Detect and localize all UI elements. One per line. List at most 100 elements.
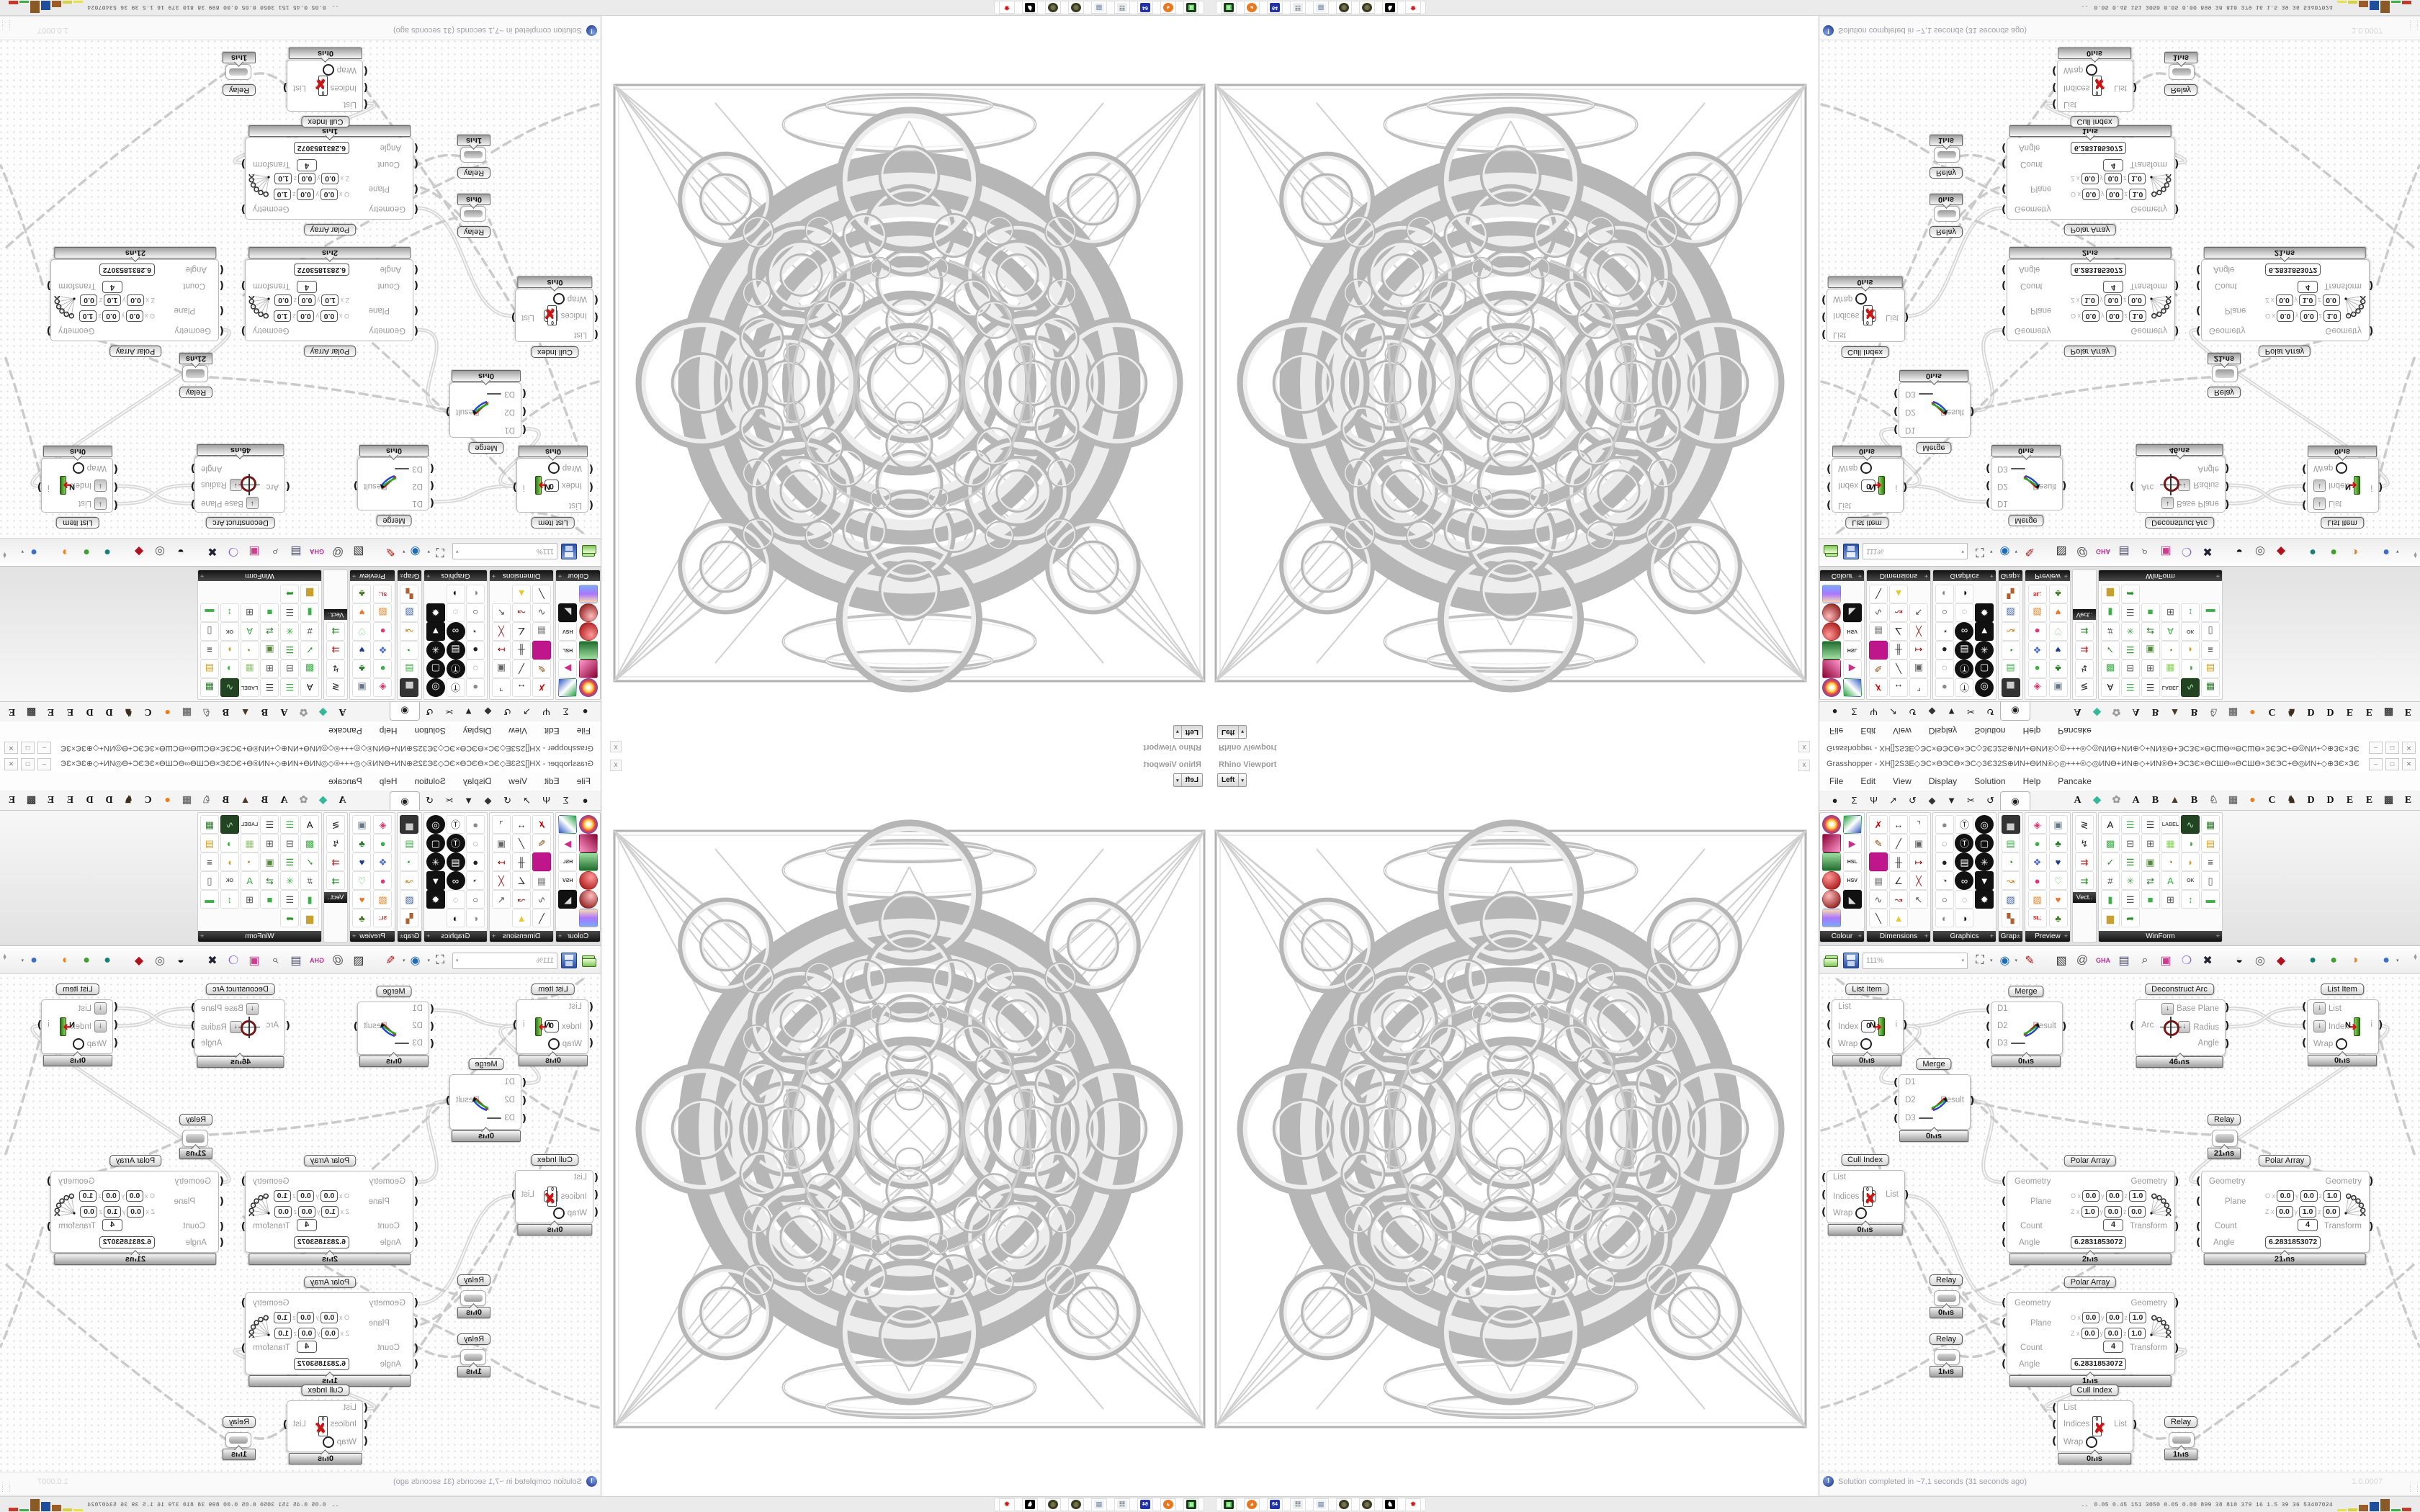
green-blob-icon[interactable]: ●: [83, 546, 90, 558]
blue-sphere-icon[interactable]: ●: [30, 546, 37, 558]
component-icon[interactable]: ↦: [492, 852, 511, 871]
plugin-tab-8[interactable]: ▦: [2228, 795, 2238, 806]
component-icon[interactable]: ▩: [2100, 660, 2120, 678]
wrap-toggle[interactable]: [2086, 1436, 2098, 1449]
minimize-button[interactable]: –: [2369, 758, 2383, 770]
plane-value-box[interactable]: 1.0: [2129, 189, 2147, 200]
plugin-tab-7[interactable]: ♘: [2209, 795, 2218, 806]
component-icon[interactable]: ◔: [2161, 852, 2180, 871]
plugin-tab-2[interactable]: ✿: [299, 706, 308, 717]
component-icon[interactable]: ▮: [300, 890, 320, 909]
component-icon[interactable]: HSL: [1842, 852, 1862, 871]
plugin-tab-12[interactable]: D: [2307, 706, 2315, 718]
plane-value-box[interactable]: 0.0: [2105, 1206, 2122, 1218]
plane-value-box[interactable]: 0.0: [2275, 1206, 2293, 1218]
component-icon[interactable]: ⇄: [260, 622, 279, 641]
component-icon[interactable]: ↔: [1889, 815, 1908, 834]
plugin-tab-10[interactable]: C: [2268, 794, 2276, 806]
chevron-down-icon[interactable]: ▾: [427, 549, 430, 554]
notepad-icon[interactable]: ▤: [1313, 1498, 1329, 1511]
component-icon[interactable]: ✗: [532, 678, 551, 697]
gha-icon[interactable]: GHA: [2096, 548, 2111, 555]
component-icon[interactable]: LABEL: [240, 815, 259, 834]
node-polar-array[interactable]: Geometry Plane Count Angle Geometry Transform…: [245, 1171, 413, 1253]
chevron-down-icon[interactable]: ▾: [1990, 958, 1993, 963]
node-merge[interactable]: D1 D2 D3 Result: [1899, 382, 1971, 438]
component-icon[interactable]: ■: [260, 890, 279, 909]
open-file-icon[interactable]: [1824, 953, 1839, 968]
viewport-view-dropdown[interactable]: Left ▾: [1217, 773, 1247, 787]
component-icon[interactable]: ✗: [532, 815, 551, 834]
teal-blob-icon[interactable]: ●: [104, 546, 111, 558]
maths-tab[interactable]: Σ: [563, 795, 569, 806]
value-box[interactable]: 0: [1861, 1020, 1876, 1032]
component-icon[interactable]: ╱: [1889, 834, 1908, 852]
component-icon[interactable]: ◔: [1935, 871, 1954, 890]
component-icon[interactable]: ▆: [300, 585, 320, 603]
intersect-tab[interactable]: ✂: [445, 706, 453, 718]
component-icon[interactable]: ☰: [260, 815, 279, 834]
plugin-tab-14[interactable]: E: [2346, 794, 2354, 806]
balloon-icon[interactable]: ❍: [228, 955, 239, 967]
component-icon[interactable]: ♣: [2048, 909, 2068, 927]
flatten-icon[interactable]: ↓: [94, 1020, 107, 1032]
chevron-down-icon[interactable]: ▾: [402, 549, 405, 554]
count-box[interactable]: 4: [2103, 281, 2123, 293]
component-icon[interactable]: ◣: [1842, 603, 1862, 622]
expand-icon[interactable]: +: [1924, 572, 1928, 580]
component-icon[interactable]: ✎: [1869, 660, 1888, 678]
component-icon[interactable]: Ⓣ: [446, 660, 465, 678]
internalise-icon[interactable]: @: [331, 546, 344, 558]
plugin-tab-14[interactable]: E: [2346, 706, 2354, 718]
component-icon[interactable]: ☰: [2120, 603, 2140, 622]
plugin-tab-11[interactable]: ♞: [2287, 795, 2296, 806]
emulator64-icon[interactable]: 64: [1267, 1498, 1283, 1511]
plane-value-box[interactable]: 0.0: [320, 1190, 338, 1202]
save-file-icon[interactable]: [561, 544, 577, 559]
component-icon[interactable]: ▅: [400, 678, 419, 697]
viewport-view-dropdown[interactable]: Left ▾: [1217, 725, 1247, 739]
component-icon[interactable]: ↝: [400, 871, 419, 890]
component-icon[interactable]: ◣: [1842, 890, 1862, 909]
component-icon[interactable]: A: [240, 622, 259, 641]
gha-icon[interactable]: GHA: [309, 548, 324, 555]
plane-value-box[interactable]: 1.0: [273, 189, 291, 200]
component-icon[interactable]: [1822, 622, 1842, 641]
galapagos-icon[interactable]: ◒: [2236, 546, 2243, 558]
plugin-tab-1[interactable]: ◆: [319, 706, 327, 717]
flatten-icon[interactable]: ↓: [2313, 497, 2326, 510]
menu-item-file[interactable]: File: [1829, 776, 1844, 786]
plugin-tab-1[interactable]: ◆: [319, 795, 327, 806]
plane-value-box[interactable]: 1.0: [273, 310, 291, 322]
node-polar-array[interactable]: Geometry Plane Count Angle Geometry Transform…: [245, 1292, 413, 1374]
surface-tab[interactable]: ◆: [1928, 706, 1936, 718]
component-icon[interactable]: ❖: [2027, 641, 2047, 660]
component-icon[interactable]: ≷: [326, 678, 345, 697]
tray-chevron-icon[interactable]: ⌃⌃: [2081, 1506, 2089, 1510]
viewport-close-icon[interactable]: x: [610, 741, 622, 752]
component-icon[interactable]: ⊟: [2120, 834, 2140, 852]
plane-value-box[interactable]: 1.0: [2299, 1206, 2316, 1218]
menu-item-pancake[interactable]: Pancake: [2058, 726, 2092, 736]
menu-item-help[interactable]: Help: [2022, 726, 2041, 736]
plane-value-box[interactable]: 0.0: [102, 310, 120, 322]
component-icon[interactable]: [1822, 871, 1842, 890]
component-icon[interactable]: Ⓣ: [446, 834, 465, 852]
component-icon[interactable]: ≡: [2201, 641, 2220, 660]
component-icon[interactable]: ≡: [2201, 852, 2220, 871]
sets-tab[interactable]: Ψ: [542, 706, 550, 717]
component-icon[interactable]: A: [300, 678, 320, 697]
bake-icon[interactable]: ▧: [2056, 955, 2067, 967]
angle-box[interactable]: 6.2831853072: [293, 1358, 349, 1370]
horse-app-icon[interactable]: ♞: [1022, 1498, 1038, 1511]
component-icon[interactable]: [1822, 641, 1842, 660]
zoom-combobox[interactable]: 111% ▾: [1863, 952, 1968, 969]
plugin-tab-13[interactable]: D: [2326, 794, 2334, 806]
flatten-icon[interactable]: ↓: [94, 497, 107, 510]
preview-eye-icon[interactable]: ◉: [1999, 545, 2010, 557]
component-icon[interactable]: ◎: [1975, 815, 1994, 834]
component-icon[interactable]: ↖: [492, 603, 511, 622]
plane-value-box[interactable]: 0.0: [2082, 1312, 2100, 1323]
component-icon[interactable]: ☰: [280, 678, 300, 697]
plugin-tab-2[interactable]: ✿: [2112, 706, 2121, 717]
